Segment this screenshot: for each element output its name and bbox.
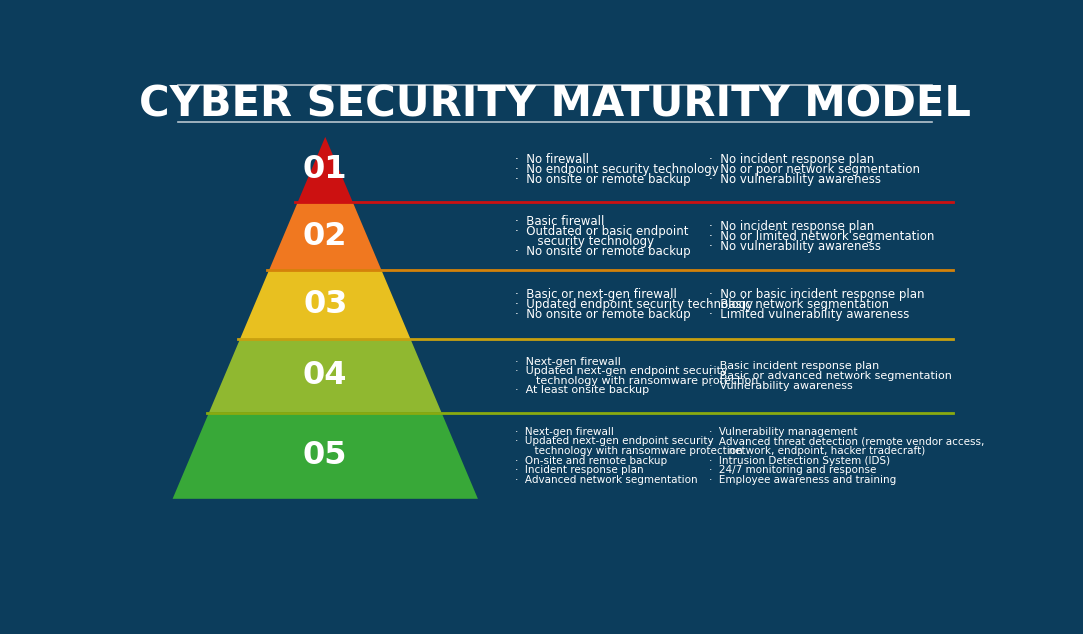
Text: ·  On-site and remote backup: · On-site and remote backup <box>516 455 667 465</box>
Text: ·  Basic or next-gen firewall: · Basic or next-gen firewall <box>516 288 677 301</box>
Text: ·  Basic incident response plan: · Basic incident response plan <box>709 361 879 372</box>
Text: ·  Advanced threat detection (remote vendor access,: · Advanced threat detection (remote vend… <box>709 436 984 446</box>
Text: ·  Employee awareness and training: · Employee awareness and training <box>709 475 896 485</box>
Text: ·  No vulnerability awareness: · No vulnerability awareness <box>709 240 880 253</box>
Text: technology with ransomware protection: technology with ransomware protection <box>516 446 743 456</box>
Text: ·  Basic network segmentation: · Basic network segmentation <box>709 298 889 311</box>
Text: technology with ransomware protection: technology with ransomware protection <box>516 376 758 386</box>
Text: ·  No firewall: · No firewall <box>516 153 589 166</box>
Text: ·  Vulnerability awareness: · Vulnerability awareness <box>709 380 852 391</box>
Text: ·  Intrusion Detection System (IDS): · Intrusion Detection System (IDS) <box>709 455 890 465</box>
Text: ·  Updated endpoint security technology: · Updated endpoint security technology <box>516 298 754 311</box>
Text: ·  Basic or advanced network segmentation: · Basic or advanced network segmentation <box>709 371 952 381</box>
Text: ·  Basic firewall: · Basic firewall <box>516 215 604 228</box>
Text: ·  Vulnerability management: · Vulnerability management <box>709 427 858 437</box>
Text: ·  Updated next-gen endpoint security: · Updated next-gen endpoint security <box>516 436 714 446</box>
Text: ·  Next-gen firewall: · Next-gen firewall <box>516 356 621 366</box>
Text: 01: 01 <box>303 154 348 185</box>
Text: CYBER SECURITY MATURITY MODEL: CYBER SECURITY MATURITY MODEL <box>139 84 970 126</box>
Text: ·  No incident response plan: · No incident response plan <box>709 220 874 233</box>
Text: ·  Outdated or basic endpoint: · Outdated or basic endpoint <box>516 224 689 238</box>
Text: ·  No endpoint security technology: · No endpoint security technology <box>516 163 719 176</box>
Text: ·  No vulnerability awareness: · No vulnerability awareness <box>709 173 880 186</box>
Text: ·  No onsite or remote backup: · No onsite or remote backup <box>516 173 691 186</box>
Text: ·  24/7 monitoring and response: · 24/7 monitoring and response <box>709 465 876 475</box>
Polygon shape <box>298 137 353 202</box>
Polygon shape <box>239 270 410 339</box>
Text: security technology: security technology <box>516 235 654 248</box>
Text: ·  Advanced network segmentation: · Advanced network segmentation <box>516 475 697 485</box>
Text: ·  Incident response plan: · Incident response plan <box>516 465 643 475</box>
Text: ·  At least onsite backup: · At least onsite backup <box>516 385 649 396</box>
Text: ·  No or limited network segmentation: · No or limited network segmentation <box>709 230 935 243</box>
Text: ·  No onsite or remote backup: · No onsite or remote backup <box>516 308 691 321</box>
Text: ·  Updated next-gen endpoint security: · Updated next-gen endpoint security <box>516 366 728 376</box>
Text: 03: 03 <box>303 289 348 320</box>
Text: network, endpoint, hacker tradecraft): network, endpoint, hacker tradecraft) <box>709 446 925 456</box>
Polygon shape <box>269 202 381 270</box>
Text: ·  Limited vulnerability awareness: · Limited vulnerability awareness <box>709 308 910 321</box>
Text: ·  Next-gen firewall: · Next-gen firewall <box>516 427 614 437</box>
Text: 02: 02 <box>303 221 348 252</box>
Text: ·  No or poor network segmentation: · No or poor network segmentation <box>709 163 919 176</box>
Polygon shape <box>172 413 478 499</box>
Text: 05: 05 <box>303 440 348 471</box>
Text: ·  No or basic incident response plan: · No or basic incident response plan <box>709 288 925 301</box>
Text: ·  No incident response plan: · No incident response plan <box>709 153 874 166</box>
Text: ·  No onsite or remote backup: · No onsite or remote backup <box>516 245 691 258</box>
Text: 04: 04 <box>303 361 348 391</box>
Polygon shape <box>209 339 442 413</box>
